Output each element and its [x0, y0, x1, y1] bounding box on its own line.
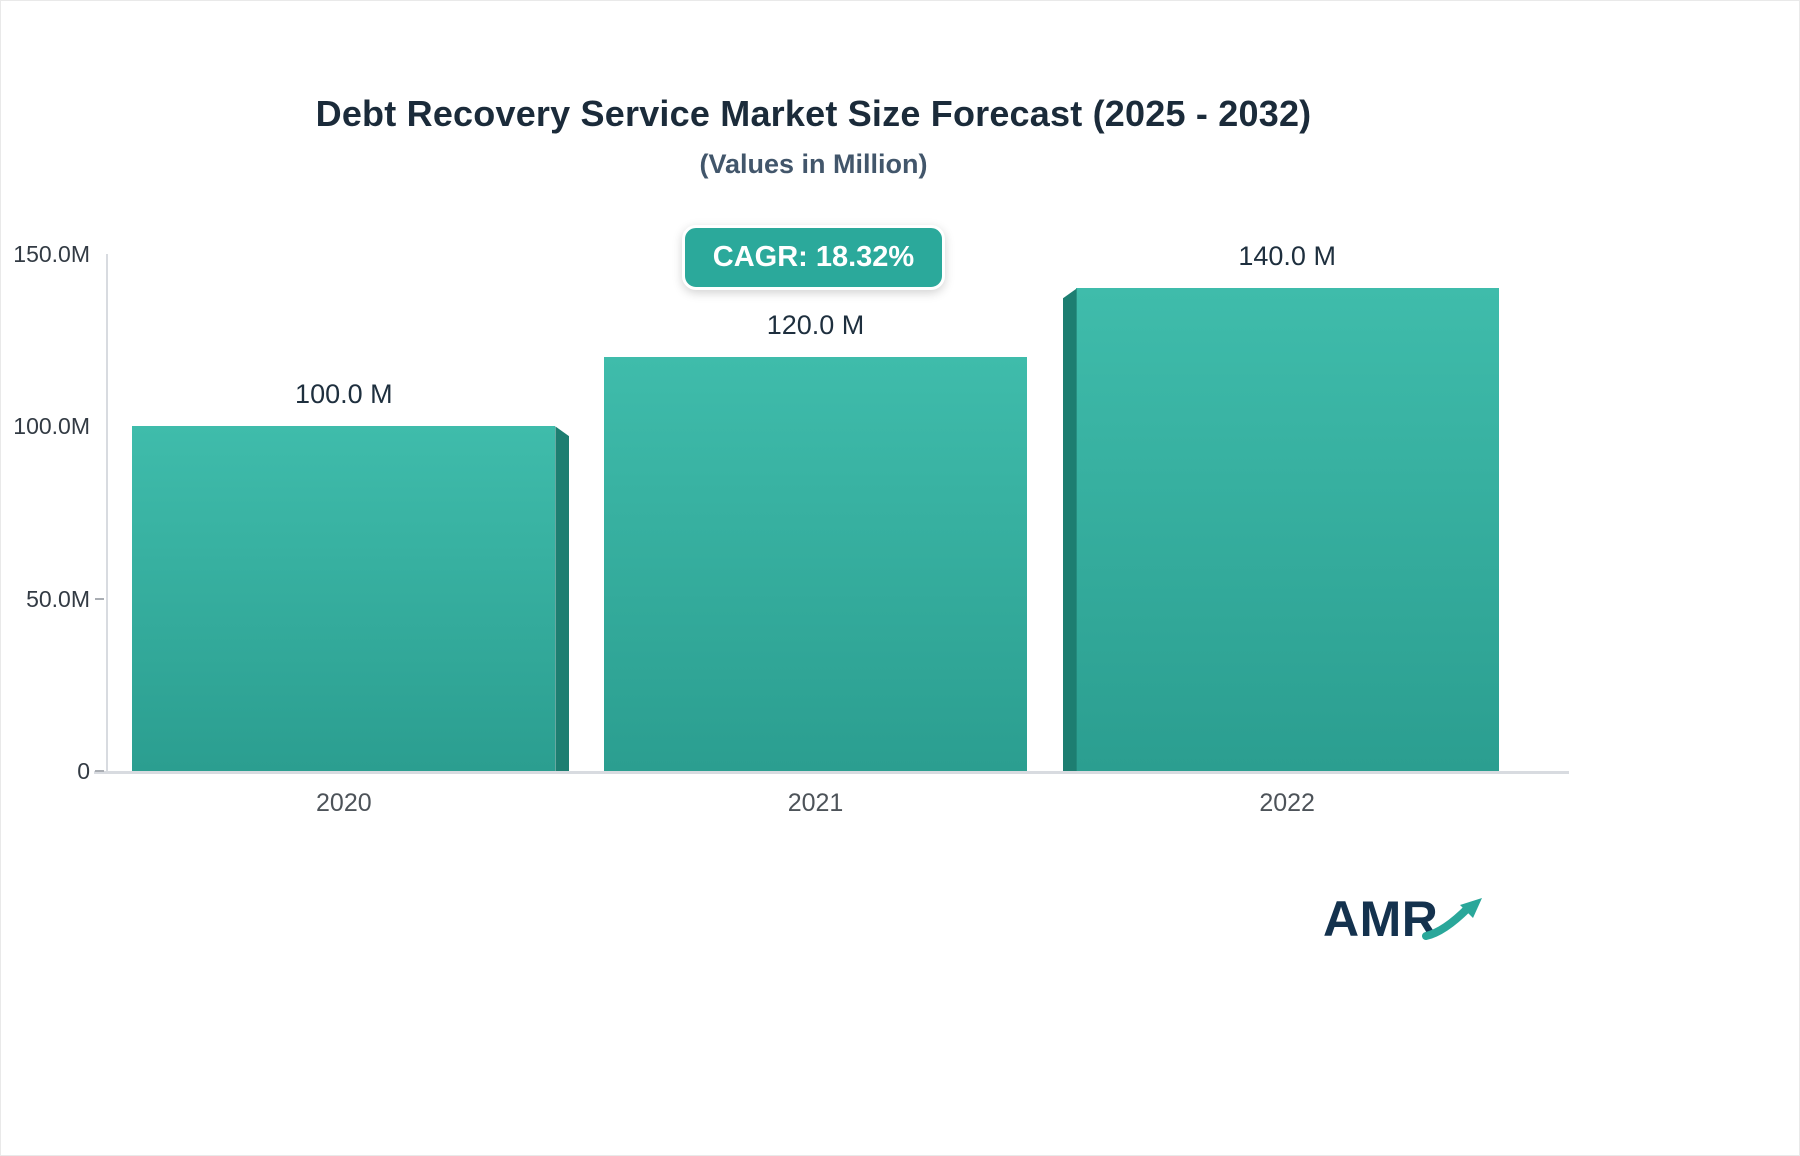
y-tick-label: 50.0M [26, 585, 90, 612]
x-tick-label: 2020 [316, 789, 372, 817]
bar-value-label: 140.0 M [1238, 241, 1336, 272]
cagr-badge: CAGR: 18.32% [681, 225, 946, 290]
amr-logo-arrow-icon [1422, 898, 1483, 940]
bar-2022 [1062, 288, 1499, 771]
chart-title: Debt Recovery Service Market Size Foreca… [315, 93, 1312, 134]
amr-logo-text: AMR [1323, 891, 1439, 947]
y-tick-mark [95, 597, 104, 600]
cagr-badge-wrap: CAGR: 18.32% [106, 225, 1521, 290]
y-tick-mark [95, 770, 104, 772]
x-tick-label: 2021 [787, 789, 844, 817]
x-tick-label: 2022 [1259, 789, 1315, 817]
plot-area: 150.0M 100.0M 50.0M 0 100.0 M 2020 120.0 M 2021… [13, 241, 1569, 817]
bar-group-2020: 100.0 M 2020 [132, 254, 570, 817]
bar-value-label: 120.0 M [766, 310, 865, 341]
amr-logo: AMR [1323, 894, 1486, 944]
bar-2021 [604, 357, 1027, 771]
bar-group-2022: 140.0 M 2022 [1062, 241, 1499, 817]
y-tick-label: 150.0M [13, 241, 90, 267]
bar-side-face [555, 426, 570, 771]
x-axis-line [94, 771, 1569, 774]
bar-value-label: 100.0 M [295, 379, 393, 410]
y-tick-label: 0 [77, 758, 90, 784]
bar-2020 [132, 426, 570, 771]
bar-group-2021: 120.0 M 2021 [604, 254, 1027, 817]
chart-subtitle: (Values in Million) [699, 149, 928, 179]
bar-side-face [1062, 288, 1077, 771]
y-tick-label: 100.0M [13, 413, 90, 440]
